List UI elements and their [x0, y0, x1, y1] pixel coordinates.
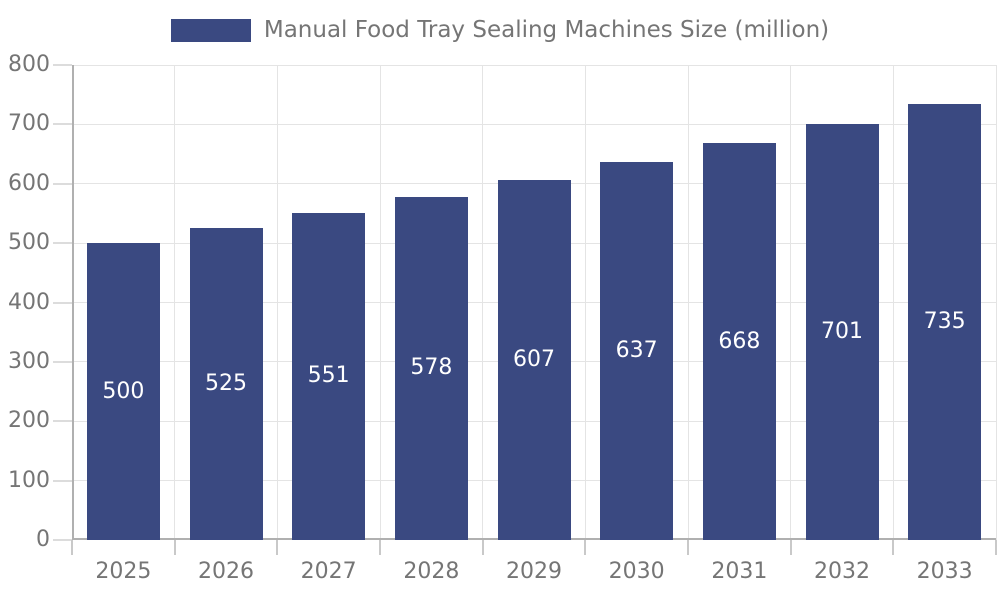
x-axis-tick	[173, 540, 176, 555]
x-axis-label: 2026	[198, 559, 254, 584]
y-axis-tick	[53, 420, 72, 423]
y-axis-label: 500	[8, 230, 50, 256]
bar-2030[interactable]	[600, 161, 674, 540]
x-axis-label: 2033	[916, 559, 973, 584]
x-axis-tick	[379, 540, 381, 555]
y-axis-label: 200	[8, 408, 50, 434]
gridline-vertical	[584, 65, 586, 540]
legend-swatch	[170, 18, 251, 42]
x-axis-tick	[71, 540, 73, 555]
bar-value-label: 551	[307, 363, 350, 389]
y-axis-tick	[53, 360, 72, 363]
bar-value-label: 735	[923, 308, 966, 334]
y-axis-label: 700	[8, 111, 50, 137]
x-axis-tick	[276, 540, 279, 555]
y-axis-tick	[53, 242, 72, 245]
y-axis-label: 800	[8, 52, 50, 77]
x-axis-label: 2025	[95, 559, 152, 584]
y-axis-tick	[53, 123, 72, 126]
x-axis-label: 2027	[300, 559, 357, 584]
x-axis-label: 2028	[403, 559, 460, 584]
bar-value-label: 701	[821, 318, 863, 344]
x-axis-label: 2032	[814, 559, 870, 584]
bar-2025[interactable]	[86, 243, 160, 540]
y-axis-tick	[53, 479, 72, 482]
y-axis-tick	[53, 64, 72, 66]
gridline-vertical	[482, 65, 484, 540]
gridline-horizontal	[72, 64, 996, 66]
x-axis-tick	[789, 540, 792, 555]
bar-2026[interactable]	[189, 228, 263, 540]
bar-value-label: 668	[718, 328, 761, 354]
bar-value-label: 607	[513, 346, 555, 372]
x-axis-tick	[892, 540, 895, 555]
legend-label: Manual Food Tray Sealing Machines Size (…	[263, 17, 830, 43]
bar-2029[interactable]	[497, 179, 571, 540]
y-axis-label: 100	[8, 467, 50, 493]
y-axis-label: 0	[36, 527, 50, 552]
bar-value-label: 578	[410, 355, 453, 381]
x-axis-label: 2029	[506, 559, 562, 584]
gridline-vertical	[276, 65, 278, 540]
y-axis-line	[72, 65, 74, 540]
gridline-vertical	[892, 65, 894, 540]
x-axis-tick	[995, 540, 997, 555]
gridline-horizontal	[72, 123, 996, 125]
y-axis-tick	[53, 539, 72, 541]
gridline-vertical	[790, 65, 792, 540]
y-axis-label: 300	[8, 348, 50, 374]
bar-value-label: 637	[615, 337, 658, 363]
y-axis-label: 400	[8, 289, 50, 315]
x-axis-tick	[481, 540, 484, 555]
bar-2031[interactable]	[702, 143, 776, 540]
bar-value-label: 525	[205, 371, 247, 397]
bar-2027[interactable]	[292, 212, 366, 540]
x-axis-label: 2030	[608, 559, 665, 584]
gridline-vertical	[174, 65, 176, 540]
y-axis-tick	[53, 301, 72, 304]
x-axis-label: 2031	[711, 559, 768, 584]
y-axis-label: 600	[8, 170, 50, 196]
y-axis-tick	[53, 182, 72, 185]
bar-value-label: 500	[102, 378, 145, 404]
gridline-vertical	[995, 65, 997, 540]
legend-item[interactable]: Manual Food Tray Sealing Machines Size (…	[170, 17, 830, 43]
bar-2028[interactable]	[394, 196, 468, 540]
plot-area: 0 100 200 300 400 500 600 700 800 500 2025 525 2026 5…	[8, 52, 997, 584]
gridline-vertical	[687, 65, 689, 540]
legend: Manual Food Tray Sealing Machines Size (…	[0, 17, 1000, 43]
gridline-vertical	[379, 65, 381, 540]
bar-2033[interactable]	[908, 103, 982, 540]
x-axis-tick	[687, 540, 689, 555]
bar-2032[interactable]	[805, 123, 879, 540]
x-axis-tick	[584, 540, 587, 555]
